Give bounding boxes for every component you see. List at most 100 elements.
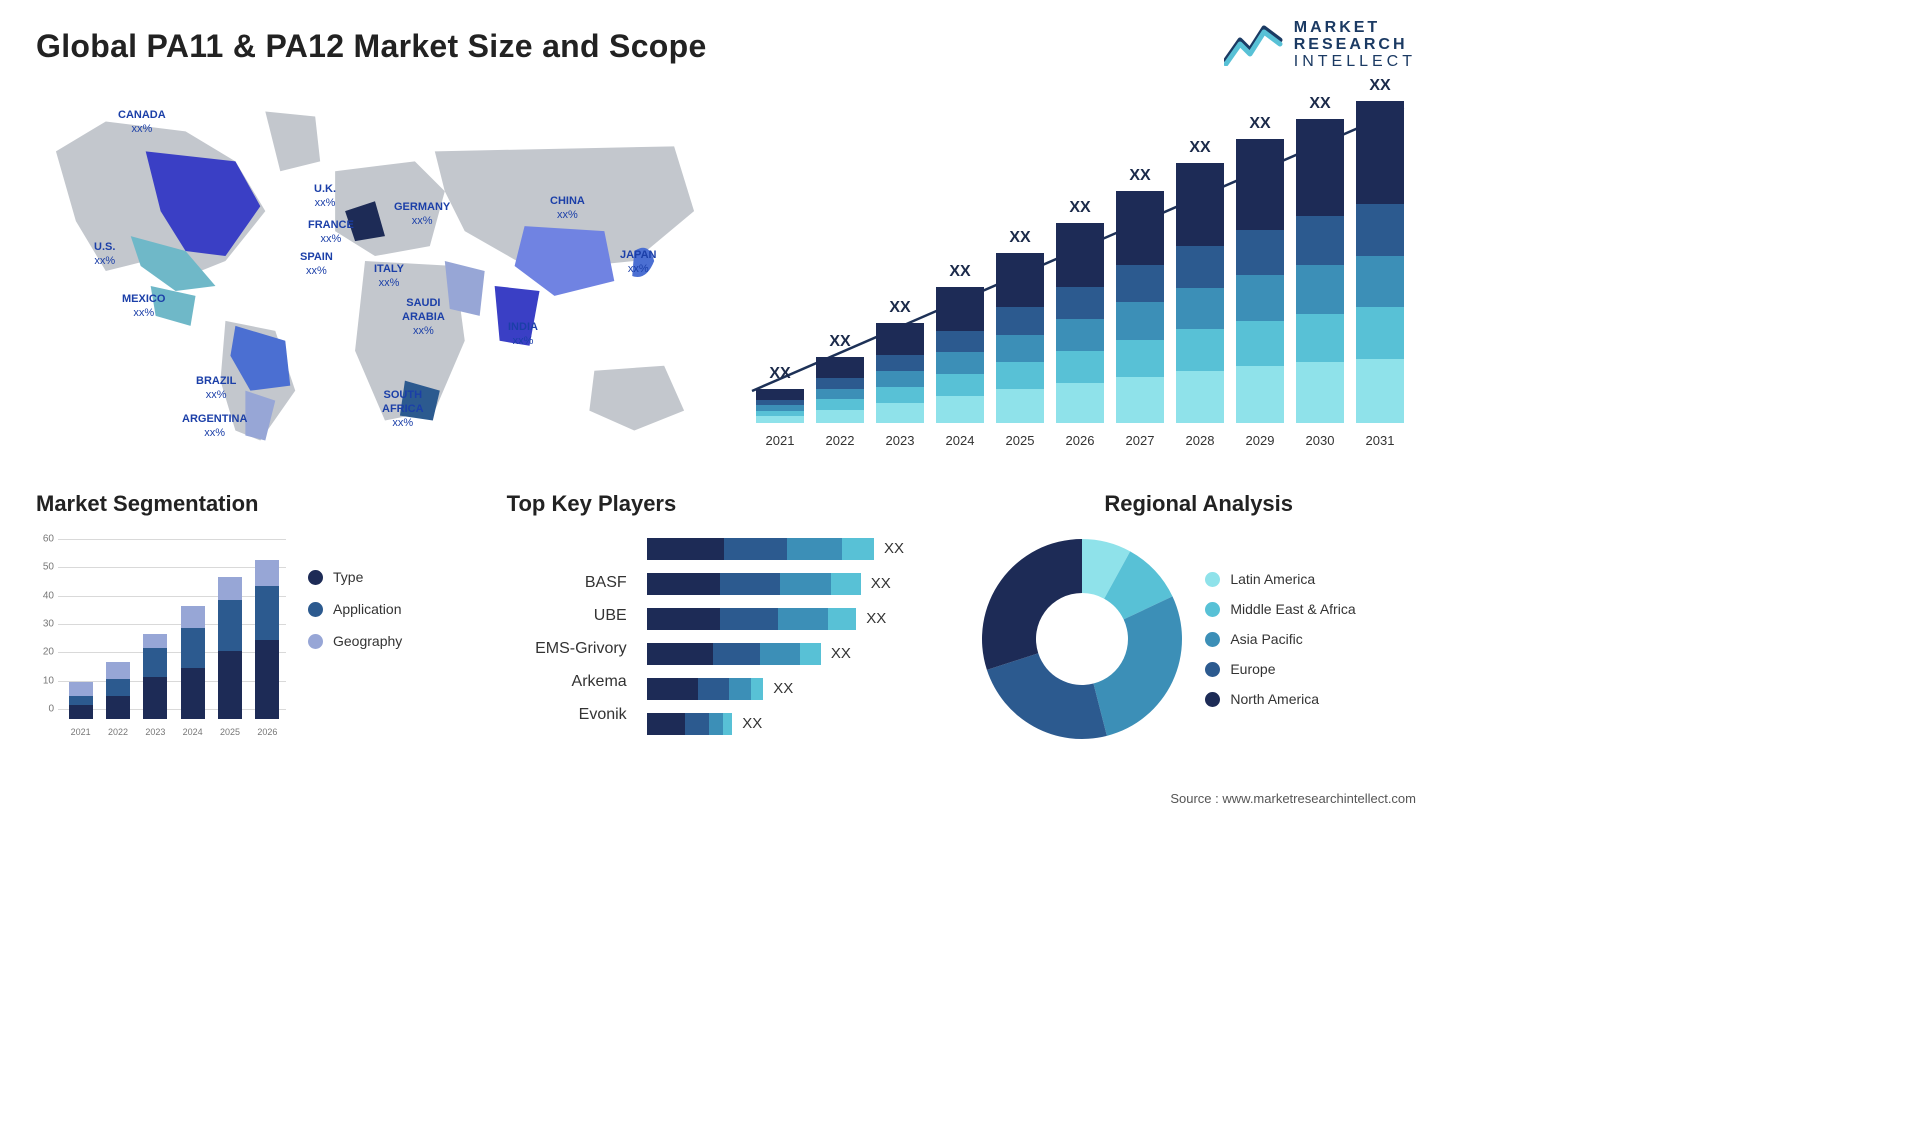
growth-year-label: 2028 [1176,433,1224,448]
growth-bar-label: XX [996,229,1044,247]
growth-bar-label: XX [1236,115,1284,133]
seg-xtick: 2022 [106,727,130,737]
segmentation-panel: Market Segmentation 01020304050602021202… [36,491,479,771]
map-label: ITALYxx% [374,263,404,291]
map-label: U.S.xx% [94,241,115,269]
growth-bar [876,83,924,423]
donut-slice [982,539,1082,670]
logo-text-1: MARKET [1294,20,1416,37]
player-bar-row: XX [647,538,950,560]
growth-bar-label: XX [816,333,864,351]
logo: MARKET RESEARCH INTELLECT [1224,20,1416,71]
growth-bar-chart: XX2021XX2022XX2023XX2024XX2025XX2026XX20… [742,91,1420,451]
growth-bar [1356,83,1404,423]
growth-bar [1296,83,1344,423]
regional-donut-chart [977,534,1187,744]
growth-bar-label: XX [1056,199,1104,217]
logo-text-3: INTELLECT [1294,54,1416,71]
seg-xtick: 2023 [143,727,167,737]
growth-year-label: 2024 [936,433,984,448]
regional-legend-item: Asia Pacific [1205,631,1355,647]
segmentation-title: Market Segmentation [36,491,479,517]
players-labels: BASFUBEEMS-GrivoryArkemaEvonik [507,529,627,749]
player-value-label: XX [773,680,793,697]
growth-year-label: 2026 [1056,433,1104,448]
seg-legend-item: Geography [308,633,402,649]
seg-bar [255,560,279,719]
seg-xtick: 2024 [181,727,205,737]
growth-year-label: 2027 [1116,433,1164,448]
player-value-label: XX [742,715,762,732]
regional-panel: Regional Analysis Latin America Middle Ea… [977,491,1420,771]
growth-bar [996,83,1044,423]
growth-bar [936,83,984,423]
map-label: ARGENTINAxx% [182,413,247,441]
donut-slice [987,653,1107,739]
player-label: BASF [585,574,627,592]
player-bar-row: XX [647,643,950,665]
seg-legend-item: Type [308,569,402,585]
growth-bar [1236,83,1284,423]
seg-bar [69,682,93,719]
logo-text-2: RESEARCH [1294,37,1416,54]
growth-year-label: 2021 [756,433,804,448]
growth-bar [1116,83,1164,423]
regional-legend-item: Middle East & Africa [1205,601,1355,617]
growth-year-label: 2029 [1236,433,1284,448]
players-panel: Top Key Players BASFUBEEMS-GrivoryArkema… [507,491,950,771]
map-label: INDIAxx% [508,321,538,349]
map-label: SAUDIARABIAxx% [402,297,445,338]
world-map-panel: CANADAxx%U.S.xx%MEXICOxx%BRAZILxx%ARGENT… [36,91,714,451]
regional-legend-item: North America [1205,691,1355,707]
growth-bar [1176,83,1224,423]
growth-bar-label: XX [756,365,804,383]
seg-xtick: 2021 [69,727,93,737]
player-value-label: XX [866,610,886,627]
segmentation-chart: 0102030405060202120222023202420252026 [36,529,286,739]
regional-legend-item: Latin America [1205,571,1355,587]
growth-year-label: 2025 [996,433,1044,448]
page-title: Global PA11 & PA12 Market Size and Scope [36,28,1420,65]
seg-legend-item: Application [308,601,402,617]
seg-ytick: 30 [36,619,54,630]
player-label: EMS-Grivory [535,640,627,658]
regional-legend: Latin America Middle East & Africa Asia Pa… [1205,571,1355,707]
growth-bar-label: XX [876,299,924,317]
map-label: MEXICOxx% [122,293,165,321]
map-label: SOUTHAFRICAxx% [382,389,424,430]
player-label: Evonik [579,706,627,724]
segmentation-legend: Type Application Geography [308,529,402,749]
map-label: FRANCExx% [308,219,354,247]
growth-bar-label: XX [936,263,984,281]
growth-bar [816,83,864,423]
seg-xtick: 2026 [255,727,279,737]
seg-xtick: 2025 [218,727,242,737]
growth-bar-label: XX [1116,167,1164,185]
seg-ytick: 0 [36,704,54,715]
regional-title: Regional Analysis [977,491,1420,517]
seg-ytick: 10 [36,675,54,686]
map-label: U.K.xx% [314,183,336,211]
source-text: Source : www.marketresearchintellect.com [1170,791,1416,806]
map-label: SPAINxx% [300,251,333,279]
map-label: JAPANxx% [620,249,656,277]
map-label: CHINAxx% [550,195,585,223]
logo-mark-icon [1224,20,1284,71]
player-value-label: XX [871,575,891,592]
growth-bar-label: XX [1296,95,1344,113]
seg-ytick: 50 [36,562,54,573]
seg-bar [218,577,242,719]
seg-ytick: 20 [36,647,54,658]
map-label: GERMANYxx% [394,201,450,229]
player-bar-row: XX [647,678,950,700]
map-label: BRAZILxx% [196,375,236,403]
growth-year-label: 2023 [876,433,924,448]
seg-bar [181,606,205,719]
regional-legend-item: Europe [1205,661,1355,677]
growth-bar-label: XX [1176,139,1224,157]
growth-bar-label: XX [1356,77,1404,95]
seg-bar [143,634,167,719]
player-bar-row: XX [647,608,950,630]
player-value-label: XX [884,540,904,557]
donut-slice [1094,596,1183,735]
